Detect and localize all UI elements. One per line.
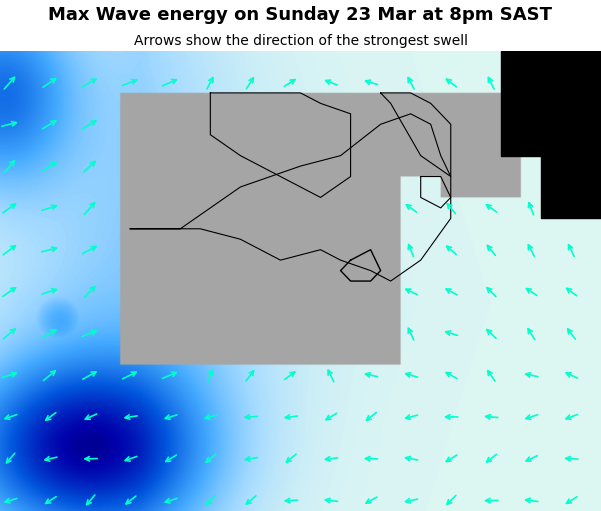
Text: Max Wave energy on Sunday 23 Mar at 8pm SAST: Max Wave energy on Sunday 23 Mar at 8pm … <box>49 6 552 25</box>
Text: Arrows show the direction of the strongest swell: Arrows show the direction of the stronge… <box>133 34 468 48</box>
